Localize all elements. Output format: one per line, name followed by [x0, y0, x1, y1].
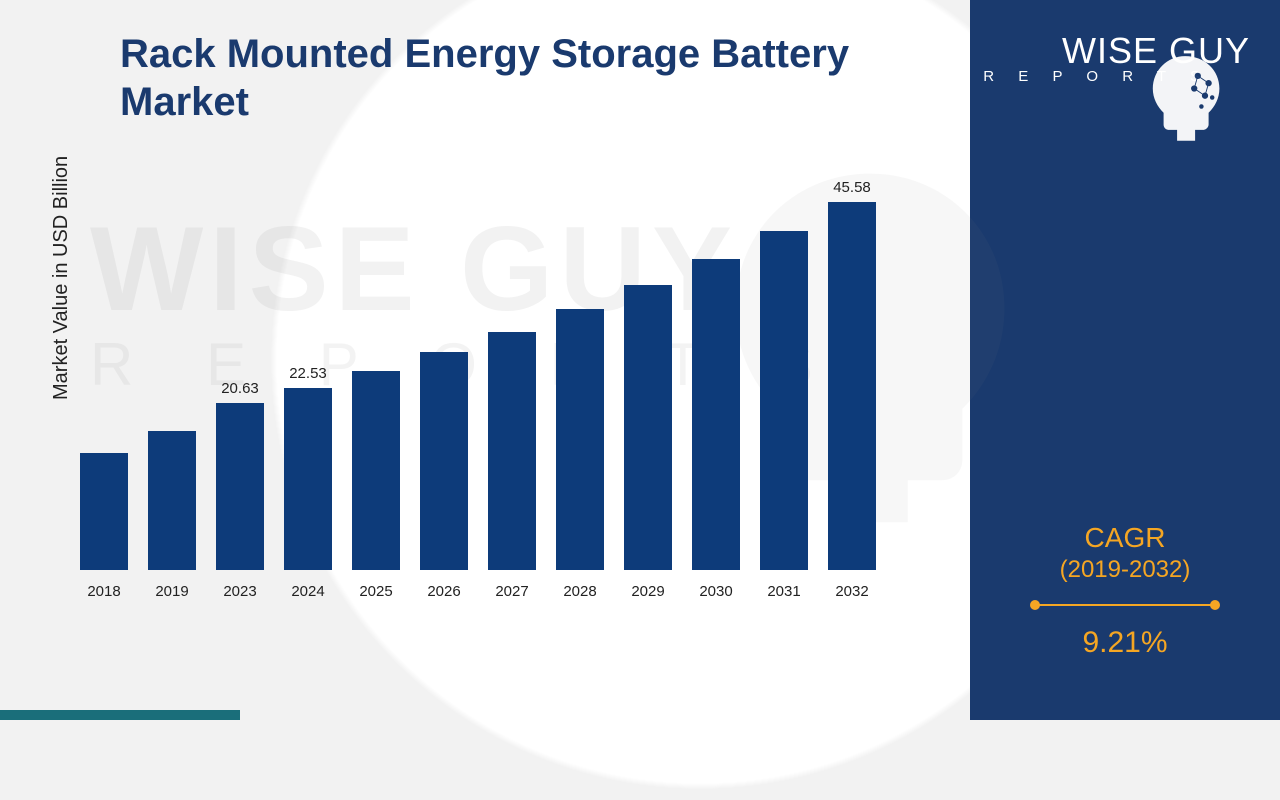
bar-2019 — [148, 431, 196, 570]
bar-2023 — [216, 403, 264, 570]
bar-2027 — [488, 332, 536, 570]
x-tick-2026: 2026 — [410, 583, 478, 600]
x-tick-2024: 2024 — [274, 583, 342, 600]
y-axis-label: Market Value in USD Billion — [50, 156, 73, 400]
cagr-panel: CAGR (2019-2032) 9.21% — [1000, 522, 1250, 660]
bar-2032 — [828, 202, 876, 570]
bar-2028 — [556, 309, 604, 570]
cagr-period: (2019-2032) — [1000, 556, 1250, 584]
bar-2025 — [352, 371, 400, 570]
main-area: Rack Mounted Energy Storage Battery Mark… — [0, 0, 970, 720]
bar-2031 — [760, 231, 808, 570]
x-tick-2018: 2018 — [70, 583, 138, 600]
x-tick-2023: 2023 — [206, 583, 274, 600]
x-tick-2032: 2032 — [818, 583, 886, 600]
x-tick-2030: 2030 — [682, 583, 750, 600]
brand-logo: WISE GUY R E P O R T S — [983, 30, 1250, 85]
chart-title: Rack Mounted Energy Storage Battery Mark… — [120, 30, 880, 126]
x-tick-2025: 2025 — [342, 583, 410, 600]
bar-value-2032: 45.58 — [822, 179, 882, 196]
head-icon — [1142, 52, 1232, 152]
cagr-label: CAGR — [1000, 522, 1250, 554]
bar-2024 — [284, 388, 332, 570]
bar-2018 — [80, 453, 128, 570]
page-root: WISE GUY R E P O R T S Rack Mounted Ener… — [0, 0, 1280, 720]
bar-value-2024: 22.53 — [278, 365, 338, 382]
bar-2026 — [420, 352, 468, 570]
bar-2029 — [624, 285, 672, 570]
x-tick-2019: 2019 — [138, 583, 206, 600]
x-tick-2027: 2027 — [478, 583, 546, 600]
bar-chart: 20.6322.5345.58 201820192023202420252026… — [80, 170, 890, 600]
cagr-value: 9.21% — [1000, 626, 1250, 660]
x-tick-2031: 2031 — [750, 583, 818, 600]
bar-2030 — [692, 259, 740, 570]
bar-value-2023: 20.63 — [210, 380, 270, 397]
x-tick-2028: 2028 — [546, 583, 614, 600]
cagr-divider — [1035, 604, 1215, 606]
plot-area: 20.63 22.53 45.58 — [80, 170, 890, 570]
x-tick-2029: 2029 — [614, 583, 682, 600]
